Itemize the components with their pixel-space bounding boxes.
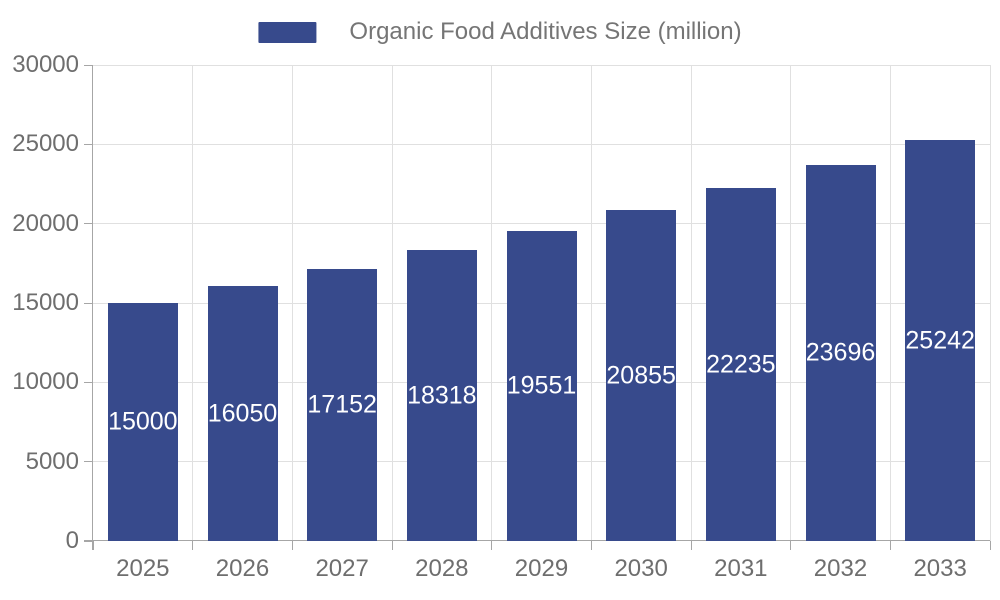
x-axis-tick-label: 2026 <box>215 555 270 582</box>
bar-value-label: 20855 <box>606 361 676 390</box>
legend[interactable]: Organic Food Additives Size (million) <box>258 18 742 45</box>
bar[interactable]: 16050 <box>207 286 278 541</box>
bar[interactable]: 20855 <box>606 210 677 541</box>
y-axis-line <box>92 65 93 550</box>
y-axis-tick <box>84 64 93 66</box>
gridline-vertical <box>491 65 493 541</box>
gridline-vertical <box>590 65 592 541</box>
bar[interactable]: 22235 <box>705 188 776 541</box>
x-axis-tick <box>590 541 592 550</box>
y-axis-tick <box>84 461 93 463</box>
gridline-vertical <box>192 65 194 541</box>
y-axis-tick-label: 10000 <box>12 368 79 396</box>
gridline-vertical <box>690 65 692 541</box>
bar[interactable]: 23696 <box>805 165 876 541</box>
bar-value-label: 19551 <box>506 371 577 400</box>
y-axis-tick-label: 25000 <box>12 130 79 158</box>
y-axis-tick <box>84 143 93 145</box>
y-axis-tick-label: 20000 <box>12 209 79 237</box>
x-axis-tick-label: 2030 <box>614 555 668 582</box>
gridline-vertical <box>989 65 991 541</box>
gridline-horizontal <box>93 64 990 66</box>
bar[interactable]: 17152 <box>307 268 378 541</box>
bar-value-label: 17152 <box>307 390 377 419</box>
bar[interactable]: 25242 <box>905 140 976 541</box>
x-axis-tick-label: 2033 <box>913 555 967 582</box>
x-axis-tick <box>690 541 692 550</box>
y-axis-tick <box>84 540 93 542</box>
y-axis-tick <box>84 302 93 304</box>
x-axis-tick <box>391 541 393 550</box>
bar-value-label: 25242 <box>905 326 975 355</box>
y-axis-tick-label: 5000 <box>25 447 79 475</box>
bar-value-label: 18318 <box>407 381 477 410</box>
bar-value-label: 15000 <box>108 407 178 436</box>
x-axis-tick-label: 2025 <box>116 555 170 582</box>
legend-label: Organic Food Additives Size (million) <box>349 18 742 45</box>
x-axis-tick <box>291 541 293 550</box>
gridline-vertical <box>391 65 393 541</box>
gridline-horizontal <box>93 143 990 145</box>
x-axis-tick <box>491 541 493 550</box>
x-axis-tick-label: 2032 <box>813 555 868 582</box>
bar-value-label: 23696 <box>805 338 876 367</box>
x-axis-tick-label: 2027 <box>315 555 369 582</box>
x-axis-tick-label: 2031 <box>714 555 768 582</box>
x-axis-tick <box>889 541 891 550</box>
y-axis-tick <box>84 223 93 225</box>
x-axis-tick <box>989 541 991 550</box>
bar[interactable]: 18318 <box>406 250 477 541</box>
legend-swatch <box>258 21 317 43</box>
bar[interactable]: 19551 <box>506 230 577 541</box>
x-axis-tick <box>790 541 792 550</box>
x-axis-tick-label: 2029 <box>514 555 569 582</box>
gridline-vertical <box>291 65 293 541</box>
y-axis-tick-label: 30000 <box>12 51 79 78</box>
x-axis-tick-label: 2028 <box>415 555 469 582</box>
x-axis-tick <box>192 541 194 550</box>
y-axis-tick <box>84 381 93 383</box>
bar-value-label: 16050 <box>207 399 278 428</box>
bar-value-label: 22235 <box>706 350 776 379</box>
gridline-vertical <box>790 65 792 541</box>
y-axis-tick-label: 0 <box>65 527 79 554</box>
gridline-vertical <box>889 65 891 541</box>
gridline-horizontal <box>93 223 990 225</box>
bar[interactable]: 15000 <box>107 303 178 541</box>
x-axis-tick <box>92 541 94 550</box>
y-axis-tick-label: 15000 <box>12 289 79 316</box>
